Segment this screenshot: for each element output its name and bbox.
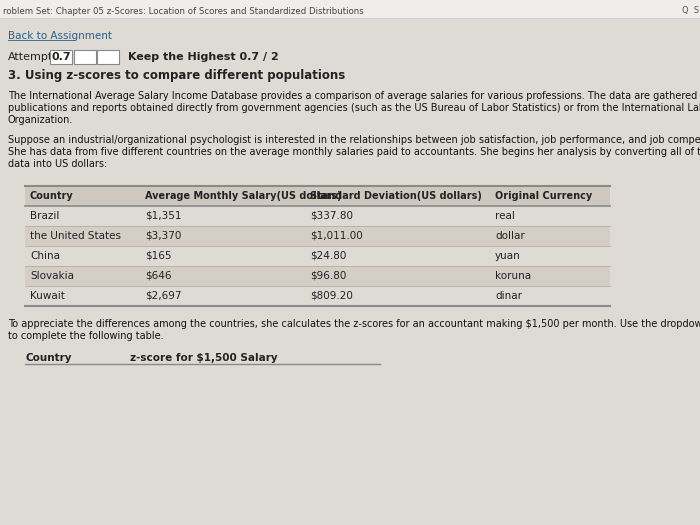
FancyBboxPatch shape [50, 50, 72, 64]
FancyBboxPatch shape [25, 186, 610, 206]
Text: koruna: koruna [495, 271, 531, 281]
Text: Country: Country [25, 353, 71, 363]
Text: Original Currency: Original Currency [495, 191, 592, 201]
Text: $165: $165 [145, 251, 172, 261]
Text: Q  S: Q S [682, 6, 699, 16]
Text: to complete the following table.: to complete the following table. [8, 331, 164, 341]
Text: dollar: dollar [495, 231, 525, 241]
Text: Back to Assignment: Back to Assignment [8, 31, 112, 41]
Text: Attempts: Attempts [8, 52, 59, 62]
FancyBboxPatch shape [74, 50, 96, 64]
FancyBboxPatch shape [25, 266, 610, 286]
Text: $96.80: $96.80 [310, 271, 346, 281]
Text: Slovakia: Slovakia [30, 271, 74, 281]
Text: $646: $646 [145, 271, 172, 281]
Text: Keep the Highest 0.7 / 2: Keep the Highest 0.7 / 2 [128, 52, 279, 62]
Text: z-score for $1,500 Salary: z-score for $1,500 Salary [130, 353, 278, 363]
Text: 0.7: 0.7 [51, 52, 71, 62]
Text: yuan: yuan [495, 251, 521, 261]
FancyBboxPatch shape [0, 18, 700, 525]
Text: dinar: dinar [495, 291, 522, 301]
Text: real: real [495, 211, 515, 221]
Text: publications and reports obtained directly from government agencies (such as the: publications and reports obtained direct… [8, 103, 700, 113]
Text: Average Monthly Salary(US dollars): Average Monthly Salary(US dollars) [145, 191, 342, 201]
Text: data into US dollars:: data into US dollars: [8, 159, 107, 169]
Text: $1,351: $1,351 [145, 211, 181, 221]
Text: Suppose an industrial/organizational psychologist is interested in the relations: Suppose an industrial/organizational psy… [8, 135, 700, 145]
FancyBboxPatch shape [25, 226, 610, 246]
Text: roblem Set: Chapter 05 z-Scores: Location of Scores and Standardized Distributio: roblem Set: Chapter 05 z-Scores: Locatio… [3, 6, 364, 16]
Text: Country: Country [30, 191, 74, 201]
Text: $2,697: $2,697 [145, 291, 181, 301]
FancyBboxPatch shape [0, 0, 700, 18]
Text: Kuwait: Kuwait [30, 291, 65, 301]
FancyBboxPatch shape [25, 186, 610, 306]
Text: The International Average Salary Income Database provides a comparison of averag: The International Average Salary Income … [8, 91, 700, 101]
Text: China: China [30, 251, 60, 261]
FancyBboxPatch shape [97, 50, 119, 64]
Text: $1,011.00: $1,011.00 [310, 231, 363, 241]
Text: $809.20: $809.20 [310, 291, 353, 301]
Text: Standard Deviation(US dollars): Standard Deviation(US dollars) [310, 191, 482, 201]
Text: $3,370: $3,370 [145, 231, 181, 241]
Text: Brazil: Brazil [30, 211, 60, 221]
Text: Organization.: Organization. [8, 115, 74, 125]
Text: She has data from five different countries on the average monthly salaries paid : She has data from five different countri… [8, 147, 700, 157]
Text: the United States: the United States [30, 231, 121, 241]
Text: To appreciate the differences among the countries, she calculates the z-scores f: To appreciate the differences among the … [8, 319, 700, 329]
Text: $24.80: $24.80 [310, 251, 346, 261]
Text: 3. Using z-scores to compare different populations: 3. Using z-scores to compare different p… [8, 69, 345, 82]
Text: $337.80: $337.80 [310, 211, 353, 221]
